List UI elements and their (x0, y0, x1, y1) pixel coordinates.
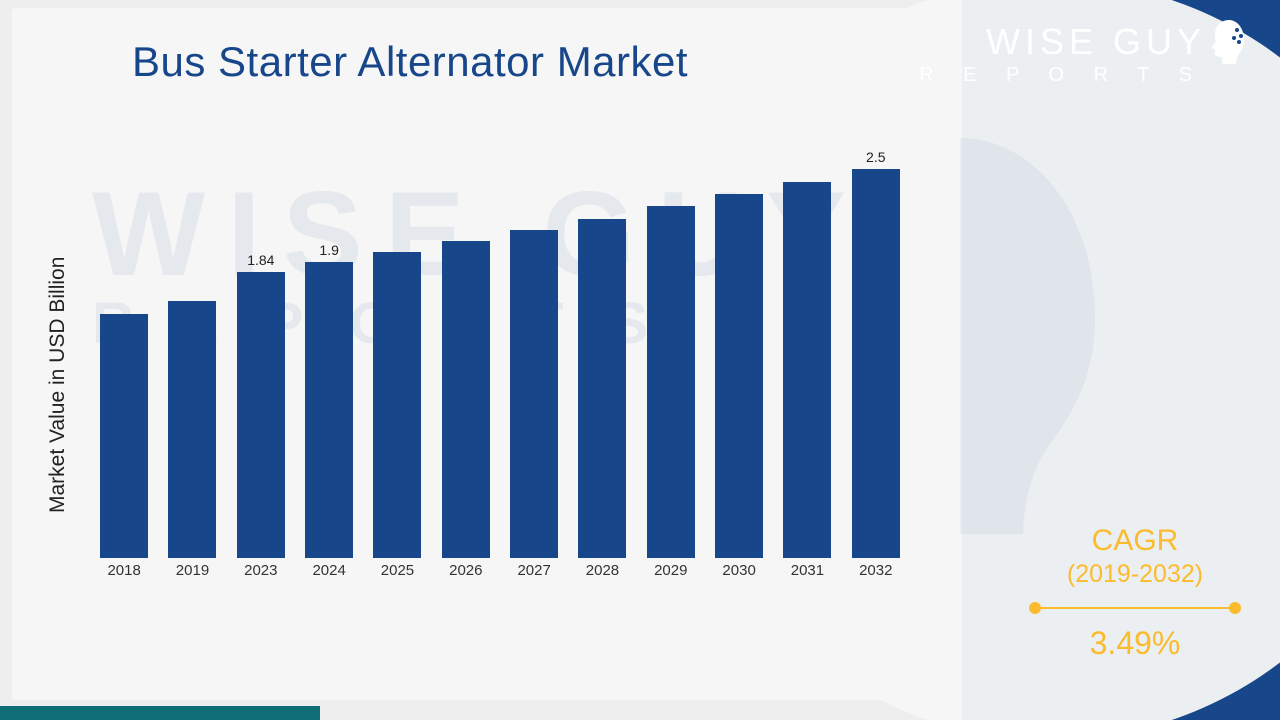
y-axis-label: Market Value in USD Billion (46, 257, 70, 513)
x-tick-label: 2026 (432, 562, 500, 579)
bar-value-label: 1.84 (247, 252, 274, 270)
bar (442, 241, 490, 558)
bar (305, 262, 353, 558)
bar (100, 314, 148, 558)
bar (168, 301, 216, 558)
bar-column (90, 294, 158, 558)
bar (510, 230, 558, 558)
bar-column: 2.5 (842, 149, 910, 558)
bar-column: 1.84 (227, 252, 295, 558)
bar-column (637, 186, 705, 558)
x-tick-label: 2028 (568, 562, 636, 579)
chart-title: Bus Starter Alternator Market (132, 38, 688, 86)
bar-column (363, 232, 431, 558)
bar-column (568, 199, 636, 558)
x-tick-label: 2018 (90, 562, 158, 579)
x-tick-label: 2030 (705, 562, 773, 579)
bar-column (773, 162, 841, 558)
bar-column: 1.9 (295, 242, 363, 558)
x-tick-label: 2029 (637, 562, 705, 579)
x-tick-label: 2025 (363, 562, 431, 579)
logo-text-main: WISE GUY (986, 21, 1206, 63)
chart-canvas: Bus Starter Alternator Market WISE GUY R… (0, 0, 1280, 720)
bottom-accent-bar (0, 706, 320, 720)
bar (237, 272, 285, 558)
bar-column (500, 210, 568, 558)
x-tick-label: 2024 (295, 562, 363, 579)
bar-column (705, 174, 773, 558)
x-tick-label: 2019 (158, 562, 226, 579)
main-panel: Bus Starter Alternator Market WISE GUY R… (12, 8, 960, 700)
bar (647, 206, 695, 558)
x-tick-label: 2027 (500, 562, 568, 579)
x-tick-label: 2023 (227, 562, 295, 579)
bar (578, 219, 626, 558)
cagr-label: CAGR (1020, 524, 1250, 558)
bar (783, 182, 831, 558)
bar-value-label: 1.9 (319, 242, 338, 260)
cagr-period: (2019-2032) (1020, 560, 1250, 589)
brand-logo: WISE GUY R E P O R T S (919, 18, 1250, 87)
bar-column (432, 221, 500, 558)
cagr-value: 3.49% (1020, 625, 1250, 662)
bar-value-label: 2.5 (866, 149, 885, 167)
cagr-block: CAGR (2019-2032) 3.49% (1020, 524, 1250, 662)
head-silhouette-icon (1208, 18, 1250, 66)
bar (715, 194, 763, 558)
bar (852, 169, 900, 558)
bar-column (158, 281, 226, 558)
x-tick-label: 2031 (773, 562, 841, 579)
bar-chart: 1.84 1.9 2.5 (90, 138, 910, 558)
logo-text-sub: R E P O R T S (919, 64, 1250, 87)
x-tick-label: 2032 (842, 562, 910, 579)
cagr-divider (1035, 607, 1235, 609)
x-axis: 2018201920232024202520262027202820292030… (90, 562, 910, 579)
bar (373, 252, 421, 558)
